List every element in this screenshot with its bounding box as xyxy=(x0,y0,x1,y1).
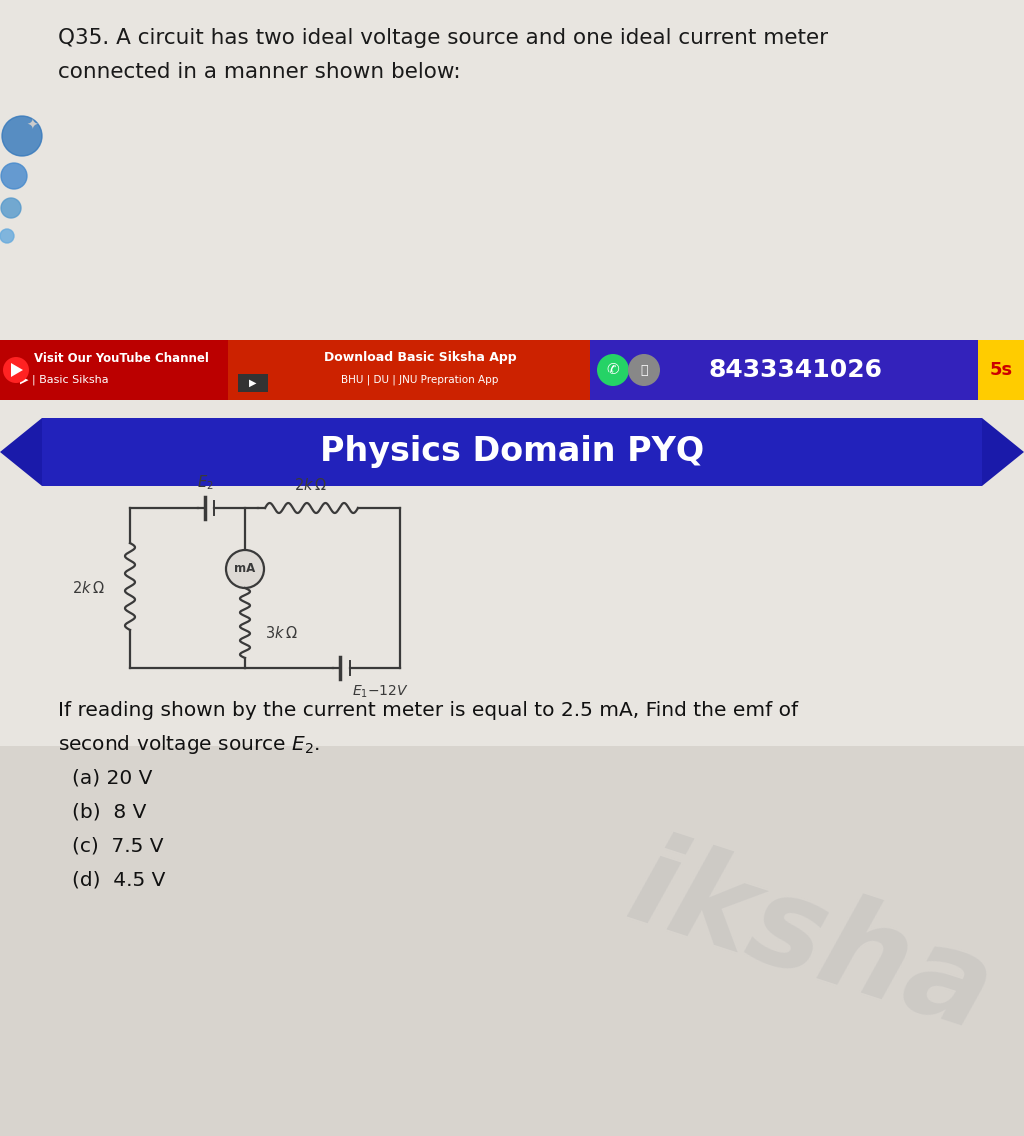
Circle shape xyxy=(2,116,42,156)
Text: second voltage source $E_2$.: second voltage source $E_2$. xyxy=(58,733,319,755)
Text: iksha: iksha xyxy=(613,826,1007,1056)
Text: Download Basic Siksha App: Download Basic Siksha App xyxy=(324,351,516,365)
Text: $E_1{-}12V$: $E_1{-}12V$ xyxy=(352,684,409,701)
Bar xyxy=(0,0,1024,746)
Text: BHU | DU | JNU Prepration App: BHU | DU | JNU Prepration App xyxy=(341,375,499,385)
Text: 5s: 5s xyxy=(989,361,1013,379)
Circle shape xyxy=(628,354,660,386)
Text: ▶ | Basic Siksha: ▶ | Basic Siksha xyxy=(20,375,109,385)
Text: (a) 20 V: (a) 20 V xyxy=(72,768,153,787)
Text: $2k\,\Omega$: $2k\,\Omega$ xyxy=(72,580,104,596)
Text: $E_2$: $E_2$ xyxy=(197,474,213,492)
Circle shape xyxy=(1,162,27,189)
Text: connected in a manner shown below:: connected in a manner shown below: xyxy=(58,62,461,82)
Bar xyxy=(978,340,1024,400)
Bar xyxy=(42,418,982,486)
Circle shape xyxy=(597,354,629,386)
Text: (c)  7.5 V: (c) 7.5 V xyxy=(72,836,164,855)
Text: Q35. A circuit has two ideal voltage source and one ideal current meter: Q35. A circuit has two ideal voltage sou… xyxy=(58,28,828,48)
Circle shape xyxy=(0,229,14,243)
Text: ✦: ✦ xyxy=(27,119,38,133)
Text: 📞: 📞 xyxy=(640,364,648,376)
Bar xyxy=(0,340,228,400)
Polygon shape xyxy=(982,418,1024,486)
Bar xyxy=(590,340,978,400)
Circle shape xyxy=(1,198,22,218)
Text: $2k\,\Omega$: $2k\,\Omega$ xyxy=(294,477,327,493)
Text: $3k\,\Omega$: $3k\,\Omega$ xyxy=(265,625,298,641)
Text: If reading shown by the current meter is equal to 2.5 mA, Find the emf of: If reading shown by the current meter is… xyxy=(58,701,798,720)
Polygon shape xyxy=(11,364,23,377)
Bar xyxy=(238,374,268,392)
Text: ✆: ✆ xyxy=(606,362,620,377)
Circle shape xyxy=(3,357,29,383)
Text: 8433341026: 8433341026 xyxy=(708,358,882,382)
Text: ▶: ▶ xyxy=(249,378,257,389)
Text: Visit Our YouTube Channel: Visit Our YouTube Channel xyxy=(34,351,209,365)
Polygon shape xyxy=(0,418,42,486)
Text: Physics Domain PYQ: Physics Domain PYQ xyxy=(319,435,705,468)
Text: (b)  8 V: (b) 8 V xyxy=(72,802,146,821)
Text: mA: mA xyxy=(234,561,256,575)
Text: (d)  4.5 V: (d) 4.5 V xyxy=(72,870,165,889)
Circle shape xyxy=(226,550,264,588)
Bar xyxy=(228,340,590,400)
